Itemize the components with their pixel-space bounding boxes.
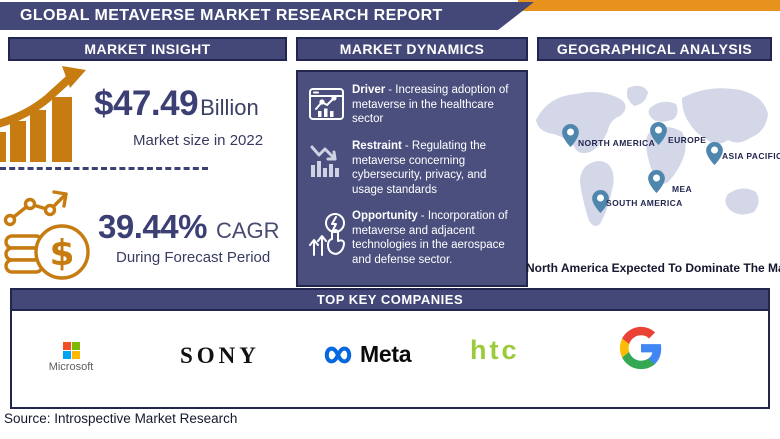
source-note: Source: Introspective Market Research — [4, 411, 238, 426]
microsoft-squares-icon — [62, 342, 80, 359]
dynamics-item-label: Driver — [352, 84, 386, 96]
microsoft-logo: Microsoft — [40, 337, 102, 373]
map-pin-north-america — [562, 124, 579, 147]
region-label-europe: EUROPE — [668, 135, 707, 145]
svg-text:$: $ — [49, 233, 74, 274]
bar-chart-growth-icon — [0, 66, 86, 162]
dashboard-chart-icon — [308, 83, 352, 128]
market-dynamics-panel: Driver - Increasing adoption of metaverse… — [296, 70, 528, 287]
market-size-unit: Billion — [200, 95, 259, 120]
cagr-label: CAGR — [215, 218, 280, 243]
divider-dashed-line — [0, 167, 208, 170]
market-dynamics-header: MARKET DYNAMICS — [296, 37, 528, 61]
region-label-north-america: NORTH AMERICA — [578, 138, 656, 148]
map-pin-europe — [650, 122, 667, 145]
meta-infinity-icon — [324, 346, 352, 363]
meta-wordmark: Meta — [360, 341, 412, 367]
google-g-icon — [618, 325, 664, 376]
region-label-mea: MEA — [672, 184, 693, 194]
dynamics-item-text: Opportunity - Incorporation of metaverse … — [352, 209, 508, 267]
header-orange-stripe — [518, 0, 780, 11]
market-insight-header: MARKET INSIGHT — [8, 37, 287, 61]
world-map — [536, 85, 768, 226]
dynamics-item-text: Driver - Increasing adoption of metaverse… — [352, 84, 509, 126]
report-title: GLOBAL METAVERSE MARKET RESEARCH REPORT — [0, 2, 534, 30]
htc-logo: htc — [470, 335, 520, 365]
map-pin-asia-pacific — [706, 142, 723, 165]
geo-caption: North America Expected To Dominate The M… — [526, 261, 780, 275]
cagr-row: 39.44% CAGR — [98, 208, 280, 246]
dynamics-item-driver: Driver - Increasing adoption of metaverse… — [308, 83, 518, 128]
dynamics-item-label: Restraint — [352, 140, 402, 152]
sony-logo: SONY — [180, 343, 260, 368]
meta-logo: Meta — [320, 341, 412, 368]
geographical-analysis-panel: NORTH AMERICA EUROPE ASIA PACIFIC MEA SO… — [526, 62, 780, 287]
dynamics-item-restraint: Restraint - Regulating the metaverse conc… — [308, 139, 518, 198]
dynamics-item-opportunity: Opportunity - Incorporation of metaverse … — [308, 209, 518, 268]
growth-opportunity-icon — [308, 209, 352, 262]
dynamics-item-text: Restraint - Regulating the metaverse conc… — [352, 140, 487, 197]
microsoft-wordmark: Microsoft — [48, 361, 94, 373]
region-label-asia-pacific: ASIA PACIFIC — [722, 151, 780, 161]
map-pin-mea — [648, 170, 665, 193]
geographical-analysis-header: GEOGRAPHICAL ANALYSIS — [537, 37, 772, 61]
map-pin-south-america — [592, 190, 609, 213]
dynamics-item-label: Opportunity — [352, 209, 418, 222]
top-key-companies-header: TOP KEY COMPANIES — [12, 290, 768, 311]
cagr-caption: During Forecast Period — [116, 249, 271, 266]
top-key-companies-section: TOP KEY COMPANIES Microsoft SONY Meta ht… — [10, 288, 770, 409]
market-size-row: $47.49 Billion — [94, 84, 259, 124]
region-label-south-america: SOUTH AMERICA — [606, 198, 683, 208]
cagr-value: 39.44% — [98, 208, 207, 245]
coins-dollar-growth-icon: $ — [3, 190, 90, 280]
market-size-caption: Market size in 2022 — [133, 132, 264, 149]
company-logos-row: Microsoft SONY Meta htc — [12, 311, 768, 407]
market-size-value: $47.49 — [94, 84, 199, 123]
declining-chart-icon — [308, 139, 352, 184]
